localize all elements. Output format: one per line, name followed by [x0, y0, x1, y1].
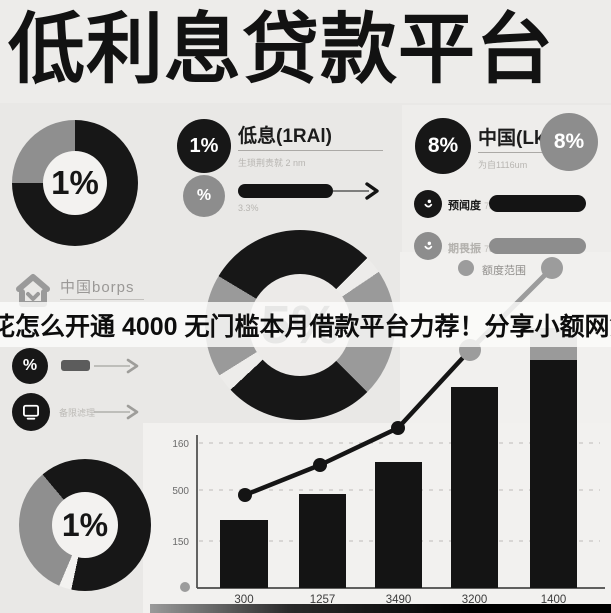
percent-badge: %: [183, 175, 225, 217]
low-interest-title: 低息(1RAl): [238, 126, 332, 147]
brand-underline: [60, 299, 144, 300]
row1-bar: [489, 195, 586, 212]
title-background: [0, 0, 611, 103]
donut-value: 1%: [51, 164, 99, 201]
side-rate-badge: 8%: [540, 113, 598, 171]
monitor-icon: [23, 404, 39, 420]
row1-label-text: 预闻度: [448, 200, 481, 212]
china-subtitle: 为自1116um: [478, 160, 528, 170]
right-arrow-icon: [94, 404, 139, 420]
right-arrow-icon: [333, 182, 379, 200]
row2-bullet: [414, 232, 442, 260]
poster-title: 低利息贷款平台: [8, 7, 554, 93]
brand-name: 中国borps: [60, 279, 135, 296]
legend-label: 额度范围: [482, 265, 526, 277]
rate-badge-1pct: 1%: [177, 119, 231, 173]
low-interest-subtitle: 生琐荆贵就 2 nm: [238, 158, 306, 168]
banner-text: 花怎么开通 4000 无门槛本月借款平台力荐！分享小额网贷口子4000元: [0, 312, 611, 341]
row2-bar: [489, 238, 586, 254]
donut-chart-bottom-left: 1%: [19, 459, 151, 591]
overlay-banner: 花怎么开通 4000 无门槛本月借款平台力荐！分享小额网贷口子4000元: [0, 302, 611, 347]
legend-dot: [458, 260, 474, 276]
percent-circle: %: [12, 348, 48, 384]
divider: [238, 150, 383, 151]
clock-face-icon: [424, 241, 433, 250]
clock-face-icon: [424, 199, 433, 208]
divider: [478, 152, 588, 153]
small-bar: [61, 360, 90, 371]
chart-background: [143, 423, 611, 613]
row2-label-text: 期畏振: [448, 243, 481, 255]
bar-caption: 3.3%: [238, 203, 259, 213]
right-arrow-icon: [94, 358, 139, 374]
donut-chart-top-left: 1%: [12, 120, 138, 246]
row1-bullet: [414, 190, 442, 218]
donut-value: 1%: [61, 506, 109, 543]
progress-pill: [238, 184, 333, 198]
bottom-dark-strip: [150, 604, 611, 613]
monitor-circle: [12, 393, 50, 431]
monitor-label: 备限滤理: [59, 408, 96, 418]
rate-badge-8pct: 8%: [415, 118, 471, 174]
